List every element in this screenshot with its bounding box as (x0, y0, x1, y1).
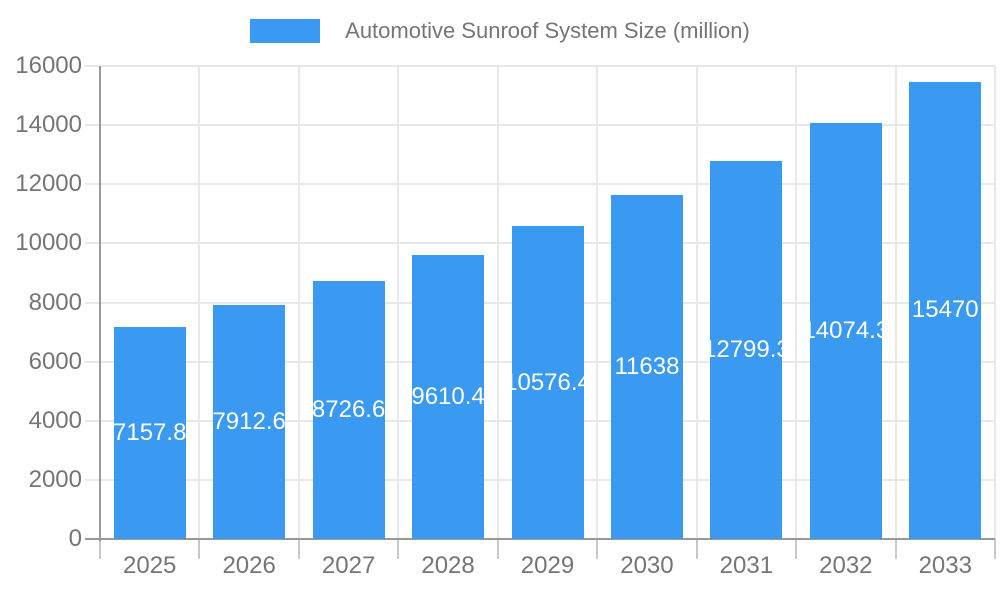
bar-value-label: 7912.6 (212, 408, 286, 436)
bar-2032 (809, 122, 882, 539)
x-axis-tick-label: 2027 (321, 552, 376, 579)
x-axis-tick-label: 2030 (620, 552, 674, 579)
chart-legend: Automotive Sunroof System Size (million) (0, 16, 1000, 46)
bar-value-label: 14074.3 (802, 316, 890, 344)
bar-2028 (412, 254, 485, 539)
x-axis-tick (198, 539, 201, 559)
bar-2026 (213, 305, 286, 539)
x-axis-tick-label: 2028 (421, 552, 475, 579)
v-gridline (894, 66, 897, 539)
x-axis-tick (397, 539, 400, 559)
v-gridline (496, 66, 499, 539)
v-gridline (795, 66, 798, 539)
x-axis-tick (695, 539, 698, 559)
bar-2031 (710, 160, 783, 539)
bar-value-label: 11638 (614, 352, 680, 380)
bar-value-label: 10576.4 (504, 368, 591, 396)
y-axis-tick-label: 12000 (15, 170, 82, 198)
v-gridline (695, 66, 698, 539)
bar-value-label: 12799.3 (702, 335, 790, 363)
legend-swatch (250, 19, 321, 43)
y-axis-tick-label: 4000 (28, 406, 82, 434)
x-axis-tick-label: 2029 (520, 552, 575, 579)
y-axis-tick-label: 6000 (28, 347, 82, 375)
v-gridline (397, 66, 400, 539)
bar-value-label: 15470 (911, 296, 979, 324)
bar-2029 (511, 226, 584, 539)
y-axis-tick-label: 14000 (15, 111, 82, 139)
h-gridline (85, 124, 995, 127)
y-axis-tick-label: 0 (68, 525, 82, 552)
y-axis-line (99, 66, 101, 541)
bar-value-label: 9610.4 (411, 382, 485, 410)
bar-2025 (113, 327, 186, 539)
h-gridline (85, 183, 995, 186)
x-axis-tick (99, 539, 101, 559)
x-axis-tick (496, 539, 499, 559)
bar-2033 (909, 81, 982, 539)
x-axis-line (85, 538, 995, 540)
bar-2030 (610, 194, 683, 539)
y-axis-tick-label: 8000 (28, 288, 82, 316)
x-axis-tick (596, 539, 599, 559)
legend-label: Automotive Sunroof System Size (million) (345, 18, 750, 43)
bar-value-label: 8726.6 (311, 396, 386, 423)
v-gridline (596, 66, 599, 539)
y-axis-tick-label: 10000 (15, 229, 82, 257)
x-axis-tick (994, 539, 996, 559)
y-axis-tick-label: 2000 (28, 465, 82, 493)
x-axis-tick-label: 2026 (222, 552, 276, 579)
x-axis-tick-label: 2031 (719, 552, 774, 579)
x-axis-tick (894, 539, 897, 559)
v-gridline (198, 66, 201, 539)
x-axis-tick (297, 539, 300, 559)
h-gridline (85, 65, 995, 67)
bar-2027 (312, 281, 385, 539)
x-axis-tick-label: 2032 (819, 552, 873, 579)
bar-value-label: 7157.8 (113, 419, 187, 447)
x-axis-tick-label: 2033 (918, 552, 972, 579)
x-axis-tick-label: 2025 (123, 552, 177, 579)
v-gridline (297, 66, 300, 539)
x-axis-tick (795, 539, 798, 559)
v-gridline (994, 66, 996, 539)
y-axis-tick-label: 16000 (15, 52, 82, 79)
